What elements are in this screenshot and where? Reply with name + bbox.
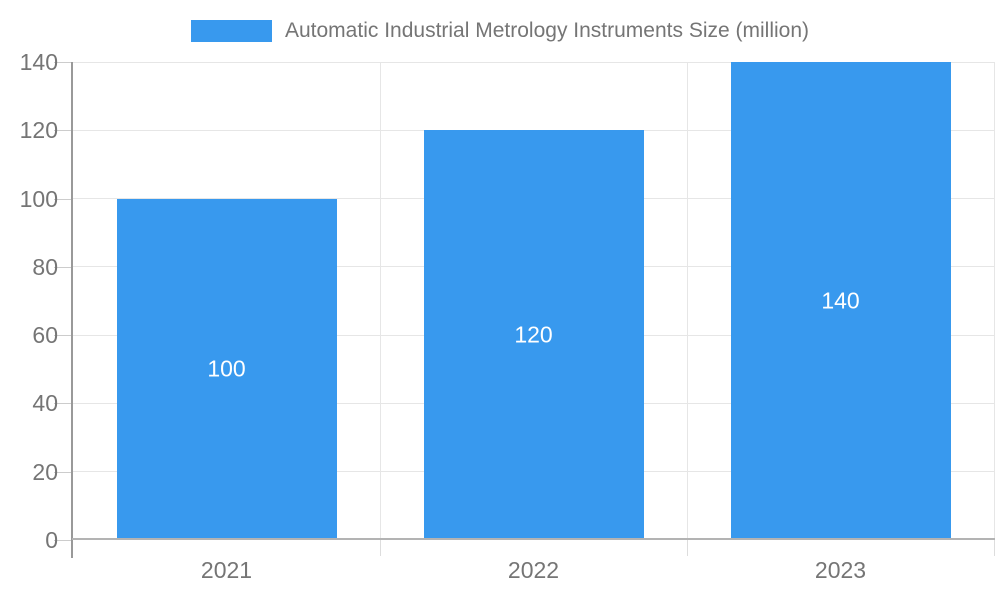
bar-2023: 140 xyxy=(730,62,951,540)
bar-2022: 120 xyxy=(423,130,644,540)
y-axis-tick xyxy=(54,62,72,63)
bar-value-label: 120 xyxy=(514,321,553,348)
y-axis-tick xyxy=(54,403,72,405)
y-axis-tick-label: 0 xyxy=(45,527,58,553)
legend-swatch-icon xyxy=(190,20,272,42)
x-axis-tick-label: 2022 xyxy=(507,557,560,583)
x-axis-tick-label: 2021 xyxy=(200,557,253,583)
bar-2021: 100 xyxy=(116,198,337,540)
x-axis-tick xyxy=(686,540,688,556)
y-axis-tick-label: 20 xyxy=(32,458,58,485)
y-axis-tick xyxy=(54,130,72,132)
plot-area: 100 120 140 xyxy=(73,61,995,540)
x-axis-line xyxy=(72,538,995,540)
y-axis-tick xyxy=(54,471,72,473)
y-axis-tick-label: 120 xyxy=(19,117,58,144)
v-gridline xyxy=(993,62,995,540)
y-axis-tick xyxy=(54,198,72,200)
bar-value-label: 140 xyxy=(821,287,860,314)
h-gridline-120 xyxy=(73,129,994,131)
bar-value-label: 100 xyxy=(207,355,246,382)
y-axis-line xyxy=(71,62,73,558)
x-axis-tick xyxy=(379,540,381,556)
y-axis-tick-label: 80 xyxy=(32,253,58,280)
x-axis-tick-label: 2023 xyxy=(814,557,867,583)
y-axis-tick-label: 140 xyxy=(19,49,58,75)
y-axis-tick-label: 100 xyxy=(19,185,58,212)
y-axis-tick xyxy=(54,540,72,541)
chart-legend: Automatic Industrial Metrology Instrumen… xyxy=(0,19,1000,43)
y-axis-tick xyxy=(54,266,72,268)
y-axis-tick xyxy=(54,335,72,337)
h-gridline-140 xyxy=(73,61,994,63)
y-axis-tick-label: 40 xyxy=(32,390,58,417)
legend-label: Automatic Industrial Metrology Instrumen… xyxy=(284,19,809,42)
v-gridline xyxy=(686,62,688,540)
v-gridline xyxy=(379,62,381,540)
y-axis-tick-label: 60 xyxy=(32,322,58,349)
x-axis-tick xyxy=(993,540,995,556)
